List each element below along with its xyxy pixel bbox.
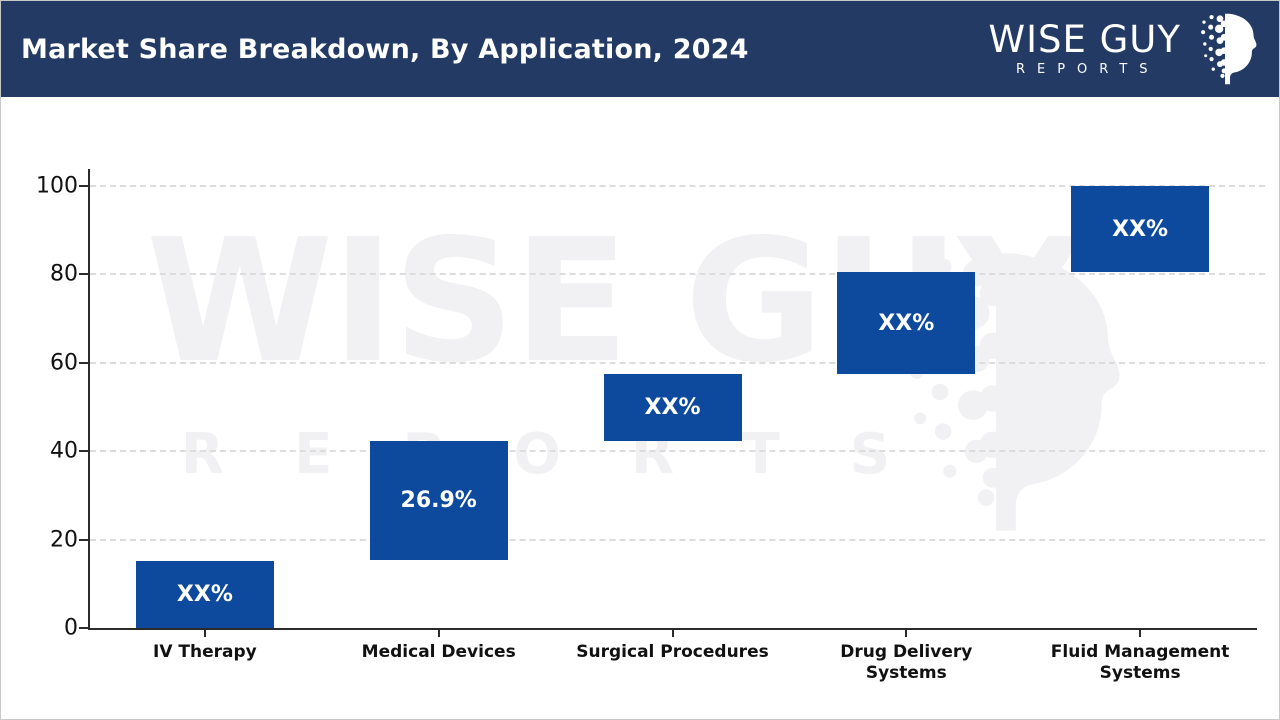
- y-tick-mark: [79, 273, 88, 276]
- y-tick-mark: [79, 450, 88, 453]
- x-category-label: Fluid Management Systems: [1050, 642, 1230, 684]
- bar-value-label: XX%: [878, 310, 935, 336]
- x-category-label: IV Therapy: [153, 642, 257, 662]
- wiseguy-logo: WISE GUY REPORTS: [989, 6, 1267, 92]
- x-tick-mark: [203, 630, 206, 637]
- bar-value-label: XX%: [176, 582, 233, 608]
- x-category-label: Medical Devices: [361, 642, 516, 662]
- y-tick-mark: [79, 185, 88, 187]
- header-bar: Market Share Breakdown, By Application, …: [1, 1, 1279, 97]
- x-axis-line: [88, 628, 1257, 630]
- bar-value-label: XX%: [644, 395, 701, 421]
- y-tick-mark: [79, 627, 88, 629]
- y-tick-label: 20: [50, 527, 78, 553]
- y-tick-mark: [79, 538, 88, 541]
- x-tick-mark: [437, 630, 440, 637]
- y-axis-line: [88, 169, 90, 629]
- x-tick-mark: [671, 630, 674, 637]
- y-tick-label: 80: [50, 261, 78, 287]
- bar-value-label: XX%: [1112, 216, 1169, 242]
- x-category-label: Drug Delivery Systems: [840, 642, 973, 684]
- y-tick-label: 0: [64, 615, 78, 641]
- chart-area: WISE GUY REPORTS 0 20 40 60 80 100 XX% IV The: [1, 97, 1279, 719]
- bar-value-label: 26.9%: [400, 488, 477, 514]
- bar-segment: XX%: [1071, 186, 1210, 273]
- wiseguy-face-icon: [1201, 13, 1257, 85]
- chart-title: Market Share Breakdown, By Application, …: [21, 33, 749, 65]
- gridline: [90, 273, 1265, 276]
- x-tick-mark: [905, 630, 908, 637]
- logo-wordmark: WISE GUY REPORTS: [989, 21, 1181, 77]
- gridline: [90, 450, 1265, 453]
- bar-segment: XX%: [135, 561, 274, 628]
- logo-subtitle-text: REPORTS: [1015, 62, 1160, 77]
- gridline: [90, 538, 1265, 541]
- gridline: [90, 361, 1265, 364]
- gridline: [90, 185, 1265, 187]
- y-tick-mark: [79, 361, 88, 364]
- x-tick-mark: [1139, 630, 1142, 637]
- bar-segment: 26.9%: [369, 441, 508, 561]
- y-tick-label: 60: [50, 350, 78, 376]
- logo-title-text: WISE GUY: [988, 18, 1181, 61]
- bar-segment: XX%: [603, 373, 742, 442]
- x-category-label: Surgical Procedures: [576, 642, 769, 662]
- bar-segment: XX%: [837, 272, 976, 374]
- y-tick-label: 40: [50, 438, 78, 464]
- y-tick-label: 100: [36, 173, 78, 199]
